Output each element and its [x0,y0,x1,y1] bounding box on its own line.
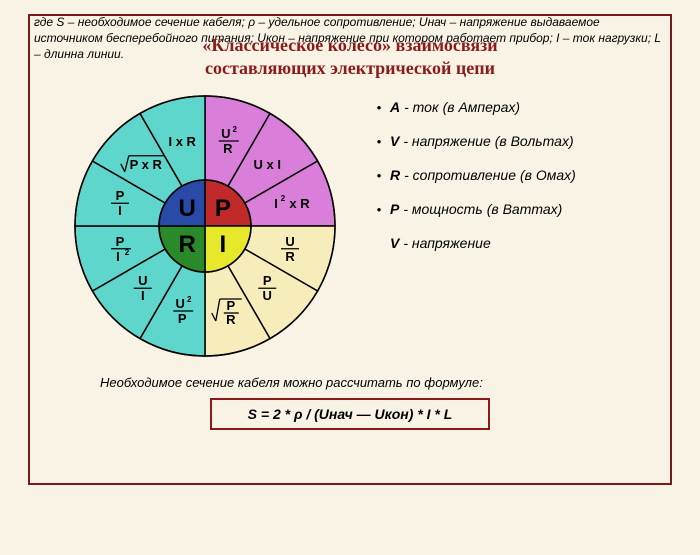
formula-wheel: PIRUU2RU x II2xRURPUPRU2PUIPI2PIP x RI x… [70,91,340,361]
svg-text:P: P [116,188,125,203]
svg-text:2: 2 [281,194,286,203]
legend-desc: - сопротивление [404,167,516,183]
title-line-2: составляющих электрической цепи [205,58,495,78]
legend-unit: (в Вольтах) [495,133,574,149]
bullet-icon: • [368,100,390,115]
svg-text:P: P [116,234,125,249]
svg-text:U: U [138,273,147,288]
svg-text:I: I [116,249,120,264]
main-frame: «Классическое колесо» взаимосвязи состав… [28,14,672,485]
svg-text:R: R [223,141,233,156]
svg-text:U: U [178,195,195,222]
legend-unit: (в Амперах) [443,99,521,115]
legend-row: V - напряжение [368,235,640,251]
legend-desc: - ток [404,99,438,115]
legend-unit: (в Ваттах) [487,201,563,217]
svg-text:I: I [118,203,122,218]
legend-list: •A - ток (в Амперах)•V - напряжение (в В… [340,91,650,269]
title-line-1: «Классическое колесо» взаимосвязи [202,35,497,55]
svg-text:I: I [220,231,227,258]
formula-box: S = 2 * ρ / (Uнач — Uкон) * I * L [210,398,490,430]
svg-text:R: R [178,231,195,258]
svg-text:U: U [176,296,185,311]
svg-text:I: I [274,196,278,211]
legend-label: V [390,235,399,251]
svg-text:x: x [289,196,297,211]
svg-text:2: 2 [125,248,130,257]
content-row: PIRUU2RU x II2xRURPUPRU2PUIPI2PIP x RI x… [30,91,670,361]
svg-text:U: U [285,234,294,249]
svg-text:P: P [215,195,231,222]
legend-row: •A - ток (в Амперах) [368,99,640,115]
legend-desc: - напряжение [403,133,490,149]
legend-row: •R - сопротивление (в Омах) [368,167,640,183]
page-title: «Классическое колесо» взаимосвязи состав… [70,34,630,81]
legend-label: A [390,99,400,115]
svg-text:U: U [221,126,230,141]
svg-text:P: P [226,298,235,313]
svg-text:R: R [300,196,310,211]
svg-text:I x R: I x R [168,134,196,149]
legend-unit: (в Омах) [520,167,576,183]
svg-text:U x I: U x I [253,157,280,172]
legend-row: •P - мощность (в Ваттах) [368,201,640,217]
legend-label: P [390,201,399,217]
svg-text:P x R: P x R [130,157,163,172]
svg-text:R: R [226,312,236,327]
svg-text:P: P [178,311,187,326]
legend-desc: - мощность [403,201,482,217]
legend-row: •V - напряжение (в Вольтах) [368,133,640,149]
svg-text:2: 2 [187,295,192,304]
svg-text:U: U [263,288,272,303]
legend-label: R [390,167,400,183]
svg-text:2: 2 [233,125,238,134]
formula-note: Необходимое сечение кабеля можно рассчит… [100,375,630,390]
bullet-icon: • [368,134,390,149]
svg-text:R: R [285,249,295,264]
bullet-icon: • [368,168,390,183]
svg-text:P: P [263,273,272,288]
legend-desc: - напряжение [403,235,490,251]
svg-text:I: I [141,288,145,303]
legend-label: V [390,133,399,149]
bullet-icon: • [368,202,390,217]
